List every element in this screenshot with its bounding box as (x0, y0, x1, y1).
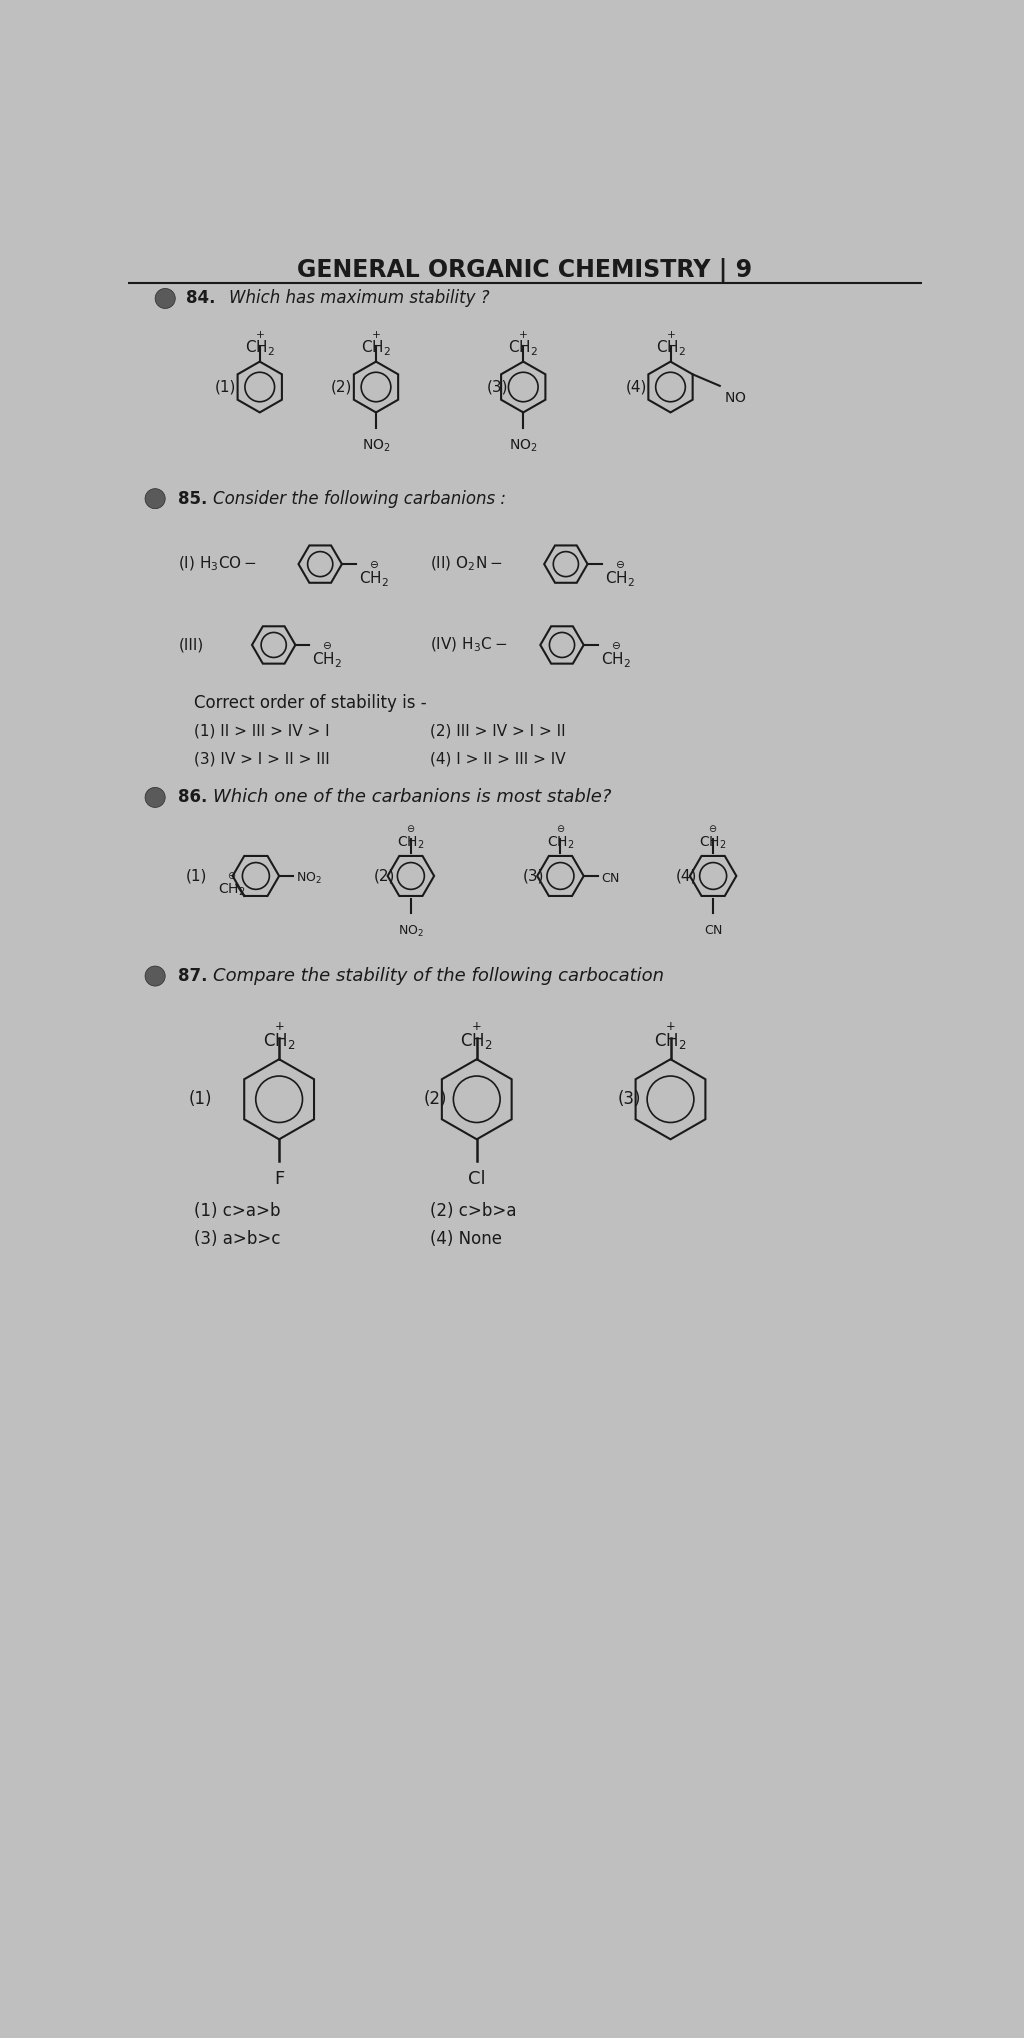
Text: 85.: 85. (178, 489, 208, 507)
Circle shape (155, 289, 175, 308)
Text: (4) None: (4) None (430, 1231, 502, 1249)
Text: (2): (2) (374, 868, 395, 882)
Text: $\mathrm{NO_2}$: $\mathrm{NO_2}$ (296, 870, 323, 887)
Text: (II) $\mathrm{O_2N-}$: (II) $\mathrm{O_2N-}$ (430, 554, 503, 573)
Circle shape (145, 966, 165, 986)
Text: $\mathrm{CN}$: $\mathrm{CN}$ (703, 923, 723, 937)
Text: $\mathrm{NO}$: $\mathrm{NO}$ (724, 391, 746, 406)
Text: $\overset{\ominus}{\mathrm{CH_2}}$: $\overset{\ominus}{\mathrm{CH_2}}$ (312, 640, 342, 671)
Text: Consider the following carbanions :: Consider the following carbanions : (213, 489, 506, 507)
Text: $\overset{+}{\mathrm{CH_2}}$: $\overset{+}{\mathrm{CH_2}}$ (245, 330, 274, 359)
Text: (IV) $\mathrm{H_3C-}$: (IV) $\mathrm{H_3C-}$ (430, 636, 508, 654)
Text: (3) a>b>c: (3) a>b>c (194, 1231, 281, 1249)
Text: (1): (1) (188, 1090, 212, 1109)
Text: (3): (3) (617, 1090, 641, 1109)
Text: $\overset{+}{\mathrm{CH_2}}$: $\overset{+}{\mathrm{CH_2}}$ (263, 1021, 295, 1052)
Text: (1) II > III > IV > I: (1) II > III > IV > I (194, 723, 330, 738)
Text: Cl: Cl (468, 1170, 485, 1188)
Text: $\overset{+}{\mathrm{CH_2}}$: $\overset{+}{\mathrm{CH_2}}$ (508, 330, 539, 359)
Text: GENERAL ORGANIC CHEMISTRY | 9: GENERAL ORGANIC CHEMISTRY | 9 (297, 259, 753, 283)
Text: (4) I > II > III > IV: (4) I > II > III > IV (430, 752, 566, 766)
Text: $\overset{\ominus}{\mathrm{CH_2}}$: $\overset{\ominus}{\mathrm{CH_2}}$ (601, 640, 631, 671)
Text: (3): (3) (523, 868, 545, 882)
Text: F: F (274, 1170, 285, 1188)
Text: 86.: 86. (178, 789, 208, 807)
Text: 87.: 87. (178, 968, 208, 984)
Text: $\mathrm{CN}$: $\mathrm{CN}$ (601, 872, 620, 884)
Circle shape (145, 489, 165, 510)
Circle shape (145, 787, 165, 807)
Text: $\overset{+}{\mathrm{CH_2}}$: $\overset{+}{\mathrm{CH_2}}$ (461, 1021, 493, 1052)
Text: (III): (III) (178, 638, 204, 652)
Text: (3): (3) (486, 379, 508, 395)
Text: $\overset{\ominus}{\mathrm{CH_2}}$: $\overset{\ominus}{\mathrm{CH_2}}$ (547, 823, 574, 850)
Text: (2): (2) (424, 1090, 447, 1109)
Text: $\mathrm{NO_2}$: $\mathrm{NO_2}$ (509, 438, 538, 454)
Text: Correct order of stability is -: Correct order of stability is - (194, 693, 427, 711)
Text: Compare the stability of the following carbocation: Compare the stability of the following c… (213, 968, 665, 984)
Text: Which has maximum stability ?: Which has maximum stability ? (228, 289, 489, 308)
Text: (4): (4) (676, 868, 697, 882)
Text: $\overset{\ominus}{\mathrm{CH_2}}$: $\overset{\ominus}{\mathrm{CH_2}}$ (699, 823, 727, 850)
Text: $\overset{\ominus}{\mathrm{CH_2}}$: $\overset{\ominus}{\mathrm{CH_2}}$ (359, 560, 389, 589)
Text: $\overset{+}{\mathrm{CH_2}}$: $\overset{+}{\mathrm{CH_2}}$ (361, 330, 391, 359)
Text: Which one of the carbanions is most stable?: Which one of the carbanions is most stab… (213, 789, 611, 807)
Text: $\mathrm{NO_2}$: $\mathrm{NO_2}$ (398, 923, 424, 940)
Text: (2) c>b>a: (2) c>b>a (430, 1202, 517, 1221)
Text: $\overset{\ominus}{\mathrm{CH_2}}$: $\overset{\ominus}{\mathrm{CH_2}}$ (397, 823, 425, 850)
Text: (4): (4) (626, 379, 647, 395)
Text: (2) III > IV > I > II: (2) III > IV > I > II (430, 723, 566, 738)
Text: (I) $\mathrm{H_3CO-}$: (I) $\mathrm{H_3CO-}$ (178, 554, 257, 573)
Text: $\overset{+}{\mathrm{CH_2}}$: $\overset{+}{\mathrm{CH_2}}$ (654, 1021, 687, 1052)
Text: 84.: 84. (186, 289, 216, 308)
Text: (1) c>a>b: (1) c>a>b (194, 1202, 281, 1221)
Text: $\overset{+}{\mathrm{CH_2}}$: $\overset{+}{\mathrm{CH_2}}$ (655, 330, 685, 359)
Text: $\mathrm{NO_2}$: $\mathrm{NO_2}$ (361, 438, 390, 454)
Text: (1): (1) (215, 379, 237, 395)
Text: (2): (2) (331, 379, 352, 395)
Text: $\overset{\ominus}{\mathrm{CH_2}}$: $\overset{\ominus}{\mathrm{CH_2}}$ (218, 872, 246, 899)
Text: (1): (1) (186, 868, 208, 882)
Text: (3) IV > I > II > III: (3) IV > I > II > III (194, 752, 330, 766)
Text: $\overset{\ominus}{\mathrm{CH_2}}$: $\overset{\ominus}{\mathrm{CH_2}}$ (604, 560, 635, 589)
